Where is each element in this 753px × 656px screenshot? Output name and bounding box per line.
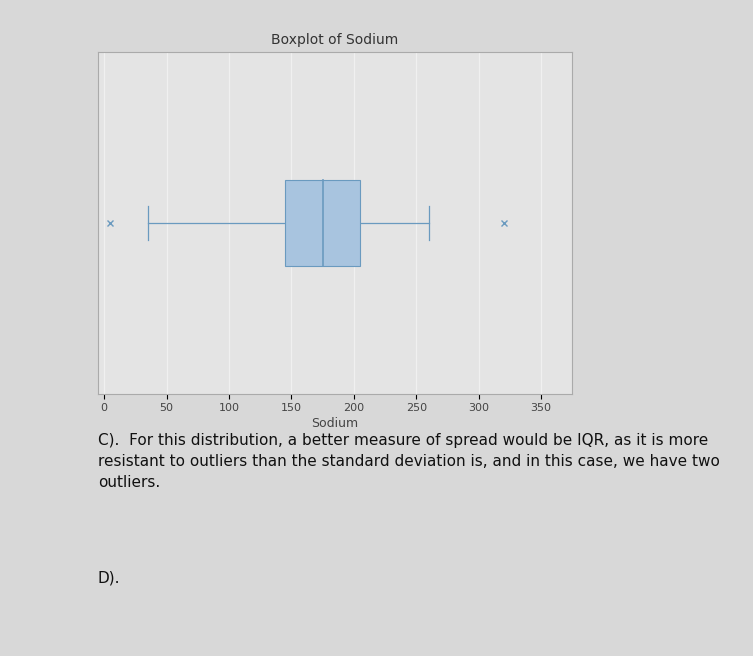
- X-axis label: Sodium: Sodium: [312, 417, 358, 430]
- Text: C).  For this distribution, a better measure of spread would be IQR, as it is mo: C). For this distribution, a better meas…: [98, 433, 720, 490]
- Bar: [285, 180, 360, 266]
- Text: D).: D).: [98, 571, 120, 586]
- Title: Boxplot of Sodium: Boxplot of Sodium: [272, 33, 398, 47]
